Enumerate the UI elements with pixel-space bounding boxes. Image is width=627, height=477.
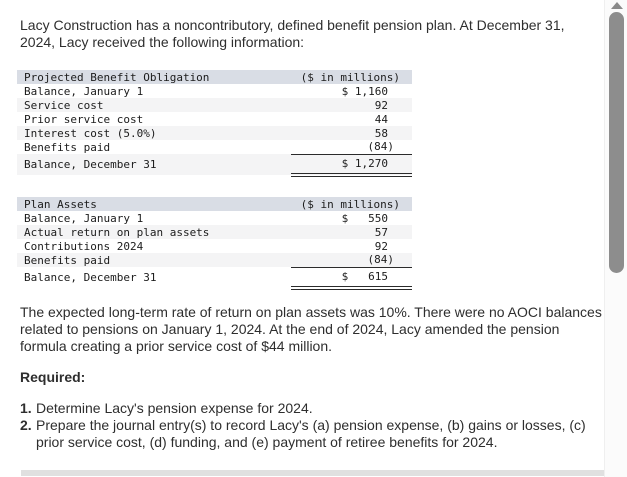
item-number: 1. [20,400,32,416]
details-line-3: formula creating a prior service cost of… [20,338,333,354]
required-item-2: 2. Prepare the journal entry(s) to recor… [20,417,595,451]
required-heading: Required: [20,369,86,385]
item-number: 2. [20,417,32,433]
table-row: Interest cost (5.0%) 58 [17,126,412,140]
scrollbar-thumb[interactable] [609,12,624,273]
plan-assets-table: Plan Assets ($ in millions) Balance, Jan… [17,197,412,290]
table-total-row: Balance, December 31 $ 615 [17,267,412,290]
bottom-panel-edge [21,470,617,476]
details-line-1: The expected long-term rate of return on… [20,304,602,320]
vertical-scrollbar[interactable] [604,0,627,477]
required-item-1: 1. Determine Lacy's pension expense for … [20,400,595,417]
table-row: Balance, January 1 $ 1,160 [24,84,388,98]
details-line-2: related to pensions on January 1, 2024. … [20,321,560,337]
table-header-row: Plan Assets ($ in millions) [17,197,412,211]
intro-line-1: Lacy Construction has a noncontributory,… [20,17,565,33]
scroll-up-arrow-icon[interactable] [611,2,623,9]
table-row: Benefits paid (84) [17,253,412,268]
projected-benefit-obligation-table: Projected Benefit Obligation ($ in milli… [17,70,412,177]
table-units: ($ in millions) [291,70,412,84]
table-units: ($ in millions) [291,197,412,211]
table-row: Balance, January 1 $ 550 [24,211,388,225]
table-header-row: Projected Benefit Obligation ($ in milli… [17,70,412,84]
table-title: Plan Assets [17,197,291,211]
required-list: 1. Determine Lacy's pension expense for … [20,400,595,451]
item-text: Prepare the journal entry(s) to record L… [36,417,586,450]
intro-paragraph: Lacy Construction has a noncontributory,… [20,17,605,51]
table-row: Prior service cost 44 [24,112,388,126]
table-row: Actual return on plan assets 57 [17,225,412,239]
item-text: Determine Lacy's pension expense for 202… [36,400,313,416]
details-paragraph: The expected long-term rate of return on… [20,304,605,355]
table-total-row: Balance, December 31 $ 1,270 [17,154,412,177]
table-row: Service cost 92 [17,98,412,112]
table-title: Projected Benefit Obligation [17,70,291,84]
table-row: Contributions 2024 92 [24,239,388,253]
table-row: Benefits paid (84) [17,140,412,155]
intro-line-2: 2024, Lacy received the following inform… [20,34,305,50]
